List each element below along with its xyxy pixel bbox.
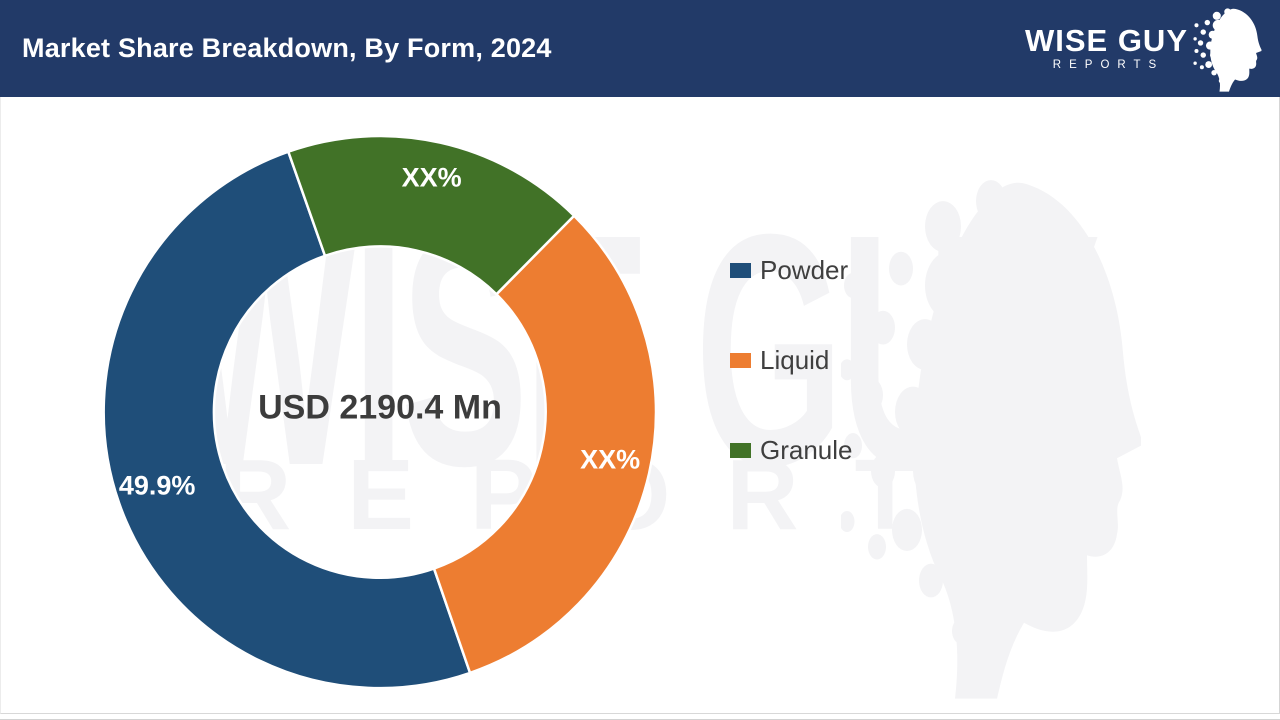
- legend: Powder Liquid Granule: [730, 254, 853, 524]
- pie-slice-liquid: [432, 214, 658, 675]
- slice-value-label-liquid: XX%: [580, 444, 641, 475]
- legend-item-liquid: Liquid: [730, 344, 853, 376]
- legend-label: Liquid: [760, 345, 830, 375]
- pie-slice-powder: [102, 150, 472, 690]
- legend-label: Powder: [760, 255, 849, 285]
- page-title: Market Share Breakdown, By Form, 2024: [22, 33, 552, 63]
- legend-swatch: [730, 262, 751, 278]
- legend-swatch: [730, 442, 751, 458]
- chart-canvas: WISE GUY REPORTS USD 2190.4 Mn 49.9% XX% X…: [0, 97, 1280, 714]
- logo-wordmark: WISE GUY: [1024, 23, 1188, 59]
- face-profile-icon: [1193, 7, 1262, 92]
- legend-item-powder: Powder: [730, 254, 853, 286]
- legend-label: Granule: [760, 435, 853, 465]
- pie-slice-granule: [287, 134, 576, 296]
- logo-text: WISE GUY REPORTS: [1025, 25, 1188, 72]
- logo-subtitle: REPORTS: [1052, 59, 1165, 72]
- header-bar: Market Share Breakdown, By Form, 2024 WI…: [0, 0, 1280, 97]
- slice-value-label-powder: 49.9%: [118, 470, 196, 501]
- donut-center-total: USD 2190.4 Mn: [258, 388, 502, 427]
- wiseguy-logo: WISE GUY REPORTS: [1025, 0, 1270, 97]
- slice-value-label-granule: XX%: [401, 162, 462, 193]
- legend-swatch: [730, 352, 751, 368]
- donut-chart: [102, 134, 658, 690]
- legend-item-granule: Granule: [730, 434, 853, 466]
